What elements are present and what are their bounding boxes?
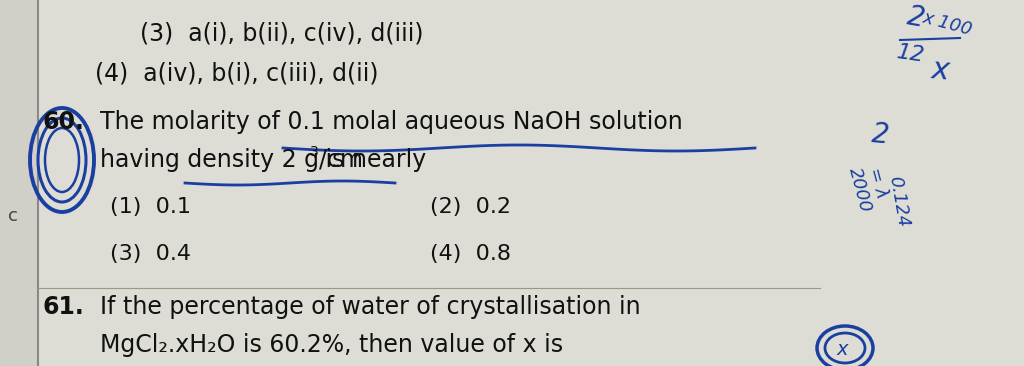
Text: (2)  0.2: (2) 0.2 (430, 197, 511, 217)
Text: 12: 12 (895, 42, 926, 66)
Text: If the percentage of water of crystallisation in: If the percentage of water of crystallis… (100, 295, 641, 319)
Text: MgCl₂.xH₂O is 60.2%, then value of x is: MgCl₂.xH₂O is 60.2%, then value of x is (100, 333, 563, 357)
Text: 0.124: 0.124 (885, 175, 911, 229)
Text: 61.: 61. (42, 295, 84, 319)
Text: (3)  a(i), b(ii), c(iv), d(iii): (3) a(i), b(ii), c(iv), d(iii) (140, 22, 424, 46)
Text: (1)  0.1: (1) 0.1 (110, 197, 191, 217)
Text: 2: 2 (870, 120, 890, 149)
Text: x: x (836, 340, 848, 359)
Text: 3: 3 (310, 145, 318, 159)
Text: (4)  0.8: (4) 0.8 (430, 244, 511, 264)
Text: = λ: = λ (865, 165, 891, 200)
Text: x 100: x 100 (920, 8, 974, 38)
Text: 2000: 2000 (845, 165, 874, 214)
Text: (4)  a(iv), b(i), c(iii), d(ii): (4) a(iv), b(i), c(iii), d(ii) (95, 62, 379, 86)
Text: having density 2 g/cm: having density 2 g/cm (100, 148, 362, 172)
Text: 60.: 60. (42, 110, 84, 134)
Text: c: c (8, 207, 17, 225)
Text: (3)  0.4: (3) 0.4 (110, 244, 191, 264)
Text: is nearly: is nearly (318, 148, 426, 172)
Text: 2: 2 (905, 2, 927, 33)
Text: The molarity of 0.1 molal aqueous NaOH solution: The molarity of 0.1 molal aqueous NaOH s… (100, 110, 683, 134)
Text: x: x (930, 55, 950, 85)
